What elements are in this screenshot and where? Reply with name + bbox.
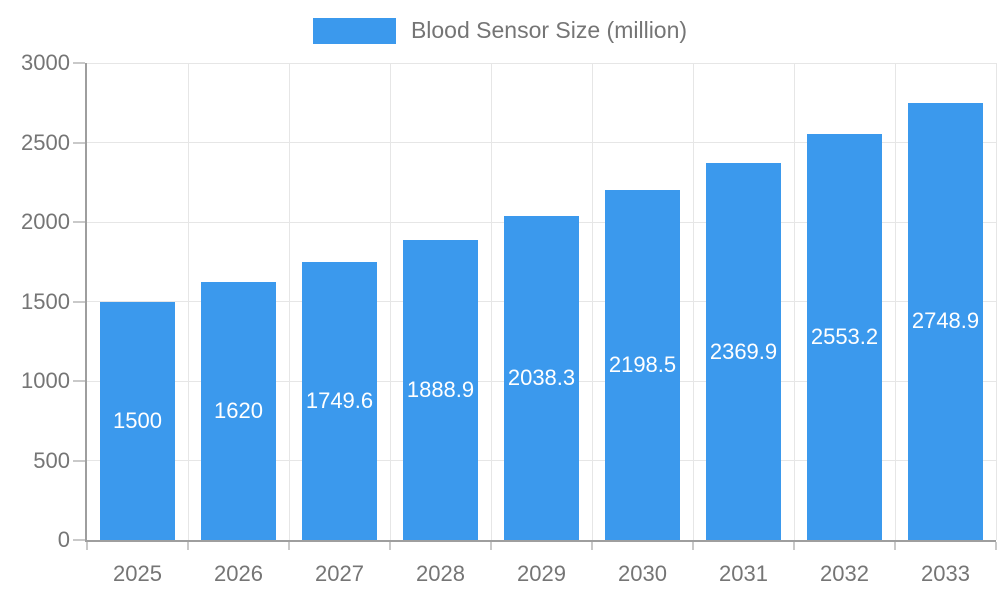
- bar-2028[interactable]: [403, 239, 478, 540]
- x-axis-tick-mark: [995, 542, 997, 550]
- gridline-x-boundary: [692, 63, 694, 540]
- y-axis-tick-label: 3000: [21, 50, 70, 75]
- y-axis-tick-label: 1500: [21, 288, 70, 314]
- bar-2027[interactable]: [302, 261, 377, 540]
- y-axis-tick-label: 2000: [21, 209, 70, 234]
- y-axis-tick-label: 0: [57, 527, 70, 552]
- x-axis-tick-label: 2032: [820, 561, 869, 586]
- y-axis-tick-mark: [73, 300, 85, 303]
- gridline-x-boundary: [591, 63, 593, 540]
- x-axis-tick-label: 2027: [315, 561, 364, 586]
- y-axis-tick-mark: [73, 62, 85, 64]
- x-axis-tick-mark: [187, 542, 189, 550]
- y-axis-tick-mark: [73, 539, 85, 541]
- bar-value-label: 1749.6: [305, 387, 374, 413]
- gridline-x-boundary: [995, 63, 997, 540]
- bar-value-label: 1620: [214, 398, 263, 424]
- x-axis-tick-mark: [490, 542, 492, 550]
- y-axis-tick-mark: [73, 380, 85, 382]
- bar-value-label: 2553.2: [810, 324, 879, 350]
- gridline-x-boundary: [389, 63, 391, 540]
- gridline-x-boundary: [490, 63, 492, 540]
- bar-2031[interactable]: [706, 163, 781, 540]
- bar-2026[interactable]: [201, 282, 276, 540]
- bar-value-label: 2369.9: [709, 338, 778, 364]
- x-axis-tick-label: 2033: [921, 561, 970, 586]
- x-axis-tick-label: 2029: [517, 561, 566, 586]
- bar-value-label: 1888.9: [406, 376, 475, 402]
- legend-label: Blood Sensor Size (million): [410, 17, 688, 43]
- y-axis-tick-label: 2500: [21, 129, 70, 155]
- x-axis-tick-label: 2031: [719, 561, 768, 586]
- x-axis-tick-mark: [86, 542, 88, 550]
- bar-2030[interactable]: [605, 190, 680, 540]
- gridline-x-boundary: [187, 63, 189, 540]
- bar-2032[interactable]: [807, 134, 882, 540]
- bar-2029[interactable]: [504, 215, 579, 540]
- bar-value-label: 2748.9: [911, 308, 980, 334]
- bar-2033[interactable]: [908, 102, 983, 540]
- x-axis-tick-mark: [692, 542, 694, 550]
- x-axis-tick-label: 2026: [214, 561, 263, 586]
- x-axis-tick-label: 2028: [416, 561, 465, 586]
- gridline-x-boundary: [894, 63, 896, 540]
- gridline-x-boundary: [288, 63, 290, 540]
- bar-value-label: 2198.5: [608, 352, 677, 378]
- bar-2025[interactable]: [100, 301, 175, 540]
- x-axis-tick-mark: [288, 542, 290, 550]
- x-axis-tick-mark: [793, 542, 795, 550]
- gridline-y-3000: [87, 62, 996, 64]
- x-axis-tick-label: 2030: [618, 561, 667, 586]
- y-axis-tick-mark: [73, 221, 85, 223]
- legend[interactable]: Blood Sensor Size (million): [0, 17, 1000, 44]
- gridline-x-boundary: [793, 63, 795, 540]
- y-axis-tick-mark: [73, 141, 85, 144]
- y-axis-tick-mark: [73, 459, 85, 462]
- legend-swatch: [312, 17, 396, 44]
- bar-value-label: 1500: [113, 407, 162, 433]
- y-axis-tick-label: 500: [33, 447, 70, 473]
- y-axis-tick-label: 1000: [21, 368, 70, 393]
- bar-value-label: 2038.3: [507, 364, 576, 390]
- x-axis-tick-mark: [389, 542, 391, 550]
- x-axis-tick-label: 2025: [113, 561, 162, 586]
- plot-area: 1500 1620 1749.6 1888.9 2038.3 2198.5 2369.9 25…: [85, 62, 997, 542]
- x-axis-tick-mark: [894, 542, 896, 550]
- gridline-y-2500: [87, 142, 996, 143]
- x-axis-tick-mark: [591, 542, 593, 550]
